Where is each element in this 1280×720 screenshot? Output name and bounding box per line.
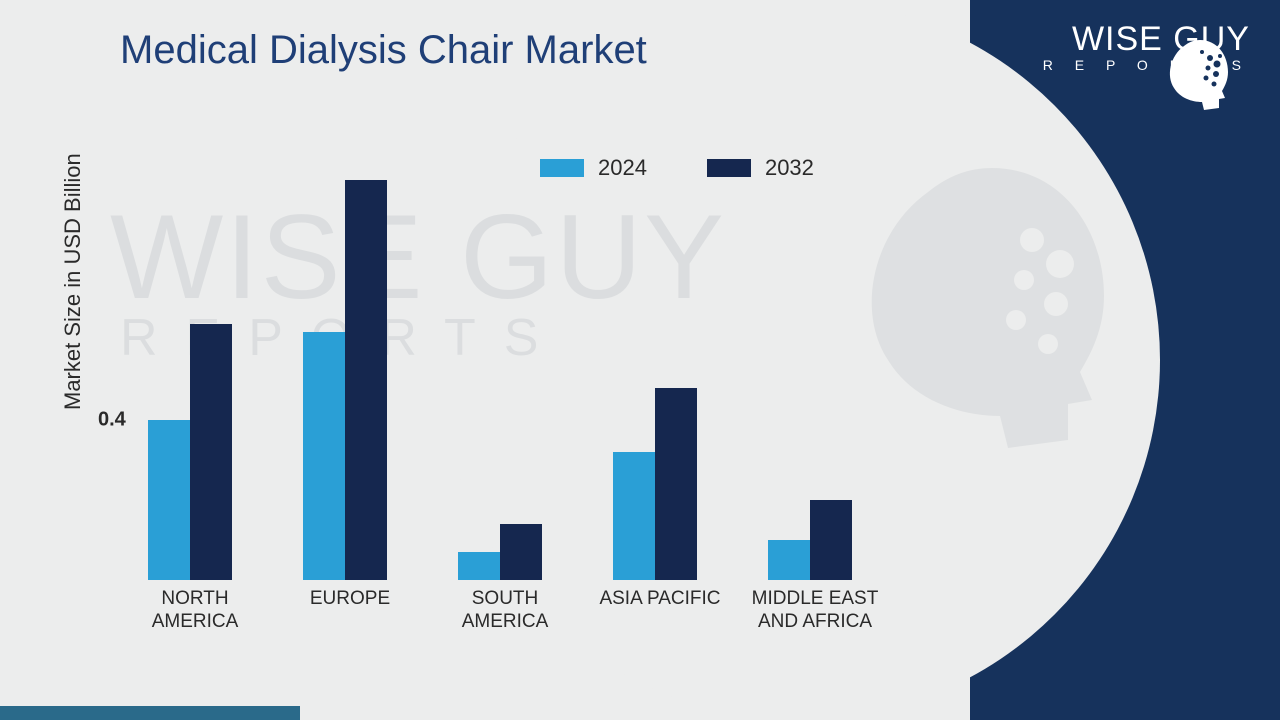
bar-2024: [613, 452, 655, 580]
brand-logo: WISE GUY R E P O R T S: [1043, 20, 1250, 73]
x-axis-label: MIDDLE EAST AND AFRICA: [750, 588, 880, 634]
head-silhouette-icon: [1162, 38, 1232, 113]
bar-2024: [458, 552, 500, 580]
legend-label-2024: 2024: [598, 155, 647, 181]
y-tick-label: 0.4: [98, 409, 126, 432]
legend-swatch-2024: [540, 159, 584, 177]
bar-2032: [190, 324, 232, 580]
bar-2032: [655, 388, 697, 580]
chart-title: Medical Dialysis Chair Market: [120, 28, 647, 73]
legend-swatch-2032: [707, 159, 751, 177]
x-axis-label: EUROPE: [285, 588, 415, 611]
bar-2024: [148, 420, 190, 580]
legend-item-2032: 2032: [707, 155, 814, 181]
bar-2032: [500, 524, 542, 580]
legend-label-2032: 2032: [765, 155, 814, 181]
y-axis-label: Market Size in USD Billion: [60, 153, 86, 410]
bar-2024: [768, 540, 810, 580]
x-axis-label: ASIA PACIFIC: [595, 588, 725, 611]
x-axis-label: SOUTH AMERICA: [440, 588, 570, 634]
bottom-accent-bar: [0, 706, 300, 720]
x-axis-label: NORTH AMERICA: [130, 588, 260, 634]
bar-2024: [303, 332, 345, 580]
legend: 2024 2032: [540, 155, 814, 181]
bar-chart: Market Size in USD Billion 2024 2032 0.4…: [70, 160, 940, 660]
plot-area: NORTH AMERICAEUROPESOUTH AMERICAASIA PAC…: [140, 180, 940, 580]
bar-2032: [345, 180, 387, 580]
bar-2032: [810, 500, 852, 580]
chart-canvas: Medical Dialysis Chair Market WISE GUY R…: [0, 0, 1280, 720]
legend-item-2024: 2024: [540, 155, 647, 181]
